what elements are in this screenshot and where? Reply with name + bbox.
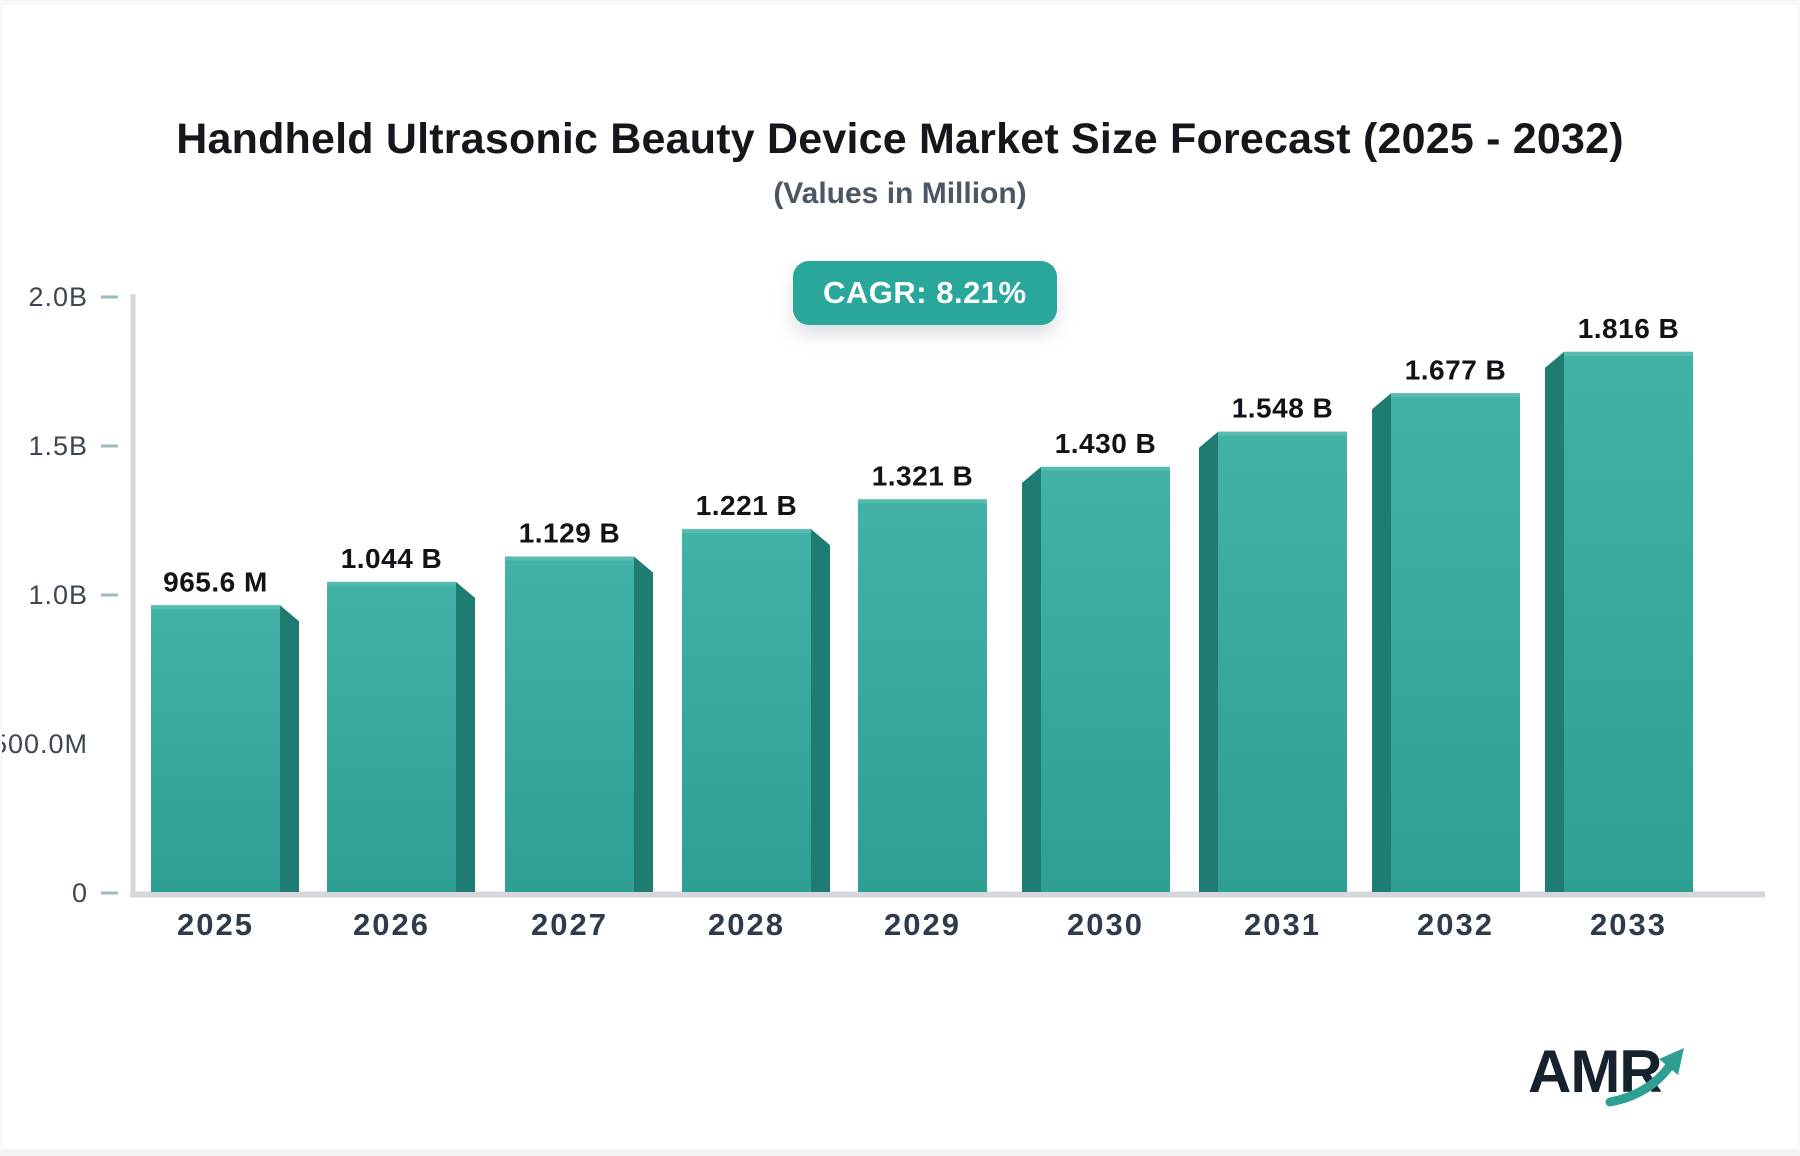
bar-side-face xyxy=(280,605,299,892)
bar-front-face xyxy=(1218,431,1347,892)
bar-value-label: 1.129 B xyxy=(519,518,621,549)
bar-value-label: 1.221 B xyxy=(696,490,798,521)
cagr-badge: CAGR: 8.21% xyxy=(793,261,1057,325)
bar-side-face xyxy=(1372,393,1391,892)
bar-side-face xyxy=(811,529,830,892)
bar-top-highlight xyxy=(1041,466,1170,471)
bar-top-highlight xyxy=(151,605,280,610)
x-axis-label: 2025 xyxy=(177,907,254,942)
x-axis-label: 2032 xyxy=(1417,907,1494,942)
amr-logo-graphic: AMR xyxy=(1528,1038,1684,1107)
bar-value-label: 1.548 B xyxy=(1232,393,1334,424)
bar-2033: 1.816 B 2033 xyxy=(1545,313,1693,942)
chart-subtitle: (Values in Million) xyxy=(773,177,1027,210)
bar-2028: 1.221 B 2028 xyxy=(682,490,830,942)
bar-2029: 1.321 B 2029 xyxy=(858,460,987,942)
y-axis-label: 500.0M xyxy=(2,729,88,759)
bar-side-face xyxy=(1199,431,1218,892)
bar-value-label: 1.321 B xyxy=(872,460,974,491)
bar-side-face xyxy=(1545,351,1564,892)
growth-arrow-icon xyxy=(1605,1062,1674,1107)
x-axis-label: 2031 xyxy=(1244,907,1321,942)
x-axis-label: 2030 xyxy=(1067,907,1144,942)
bar-top-highlight xyxy=(1391,393,1520,398)
bar-top-highlight xyxy=(505,556,634,561)
bar-2025: 965.6 M 2025 xyxy=(151,566,299,942)
x-axis-label: 2029 xyxy=(884,907,961,942)
chart-title: Handheld Ultrasonic Beauty Device Market… xyxy=(176,115,1624,163)
y-axis-label: 1.5B xyxy=(28,431,88,461)
bar-side-face xyxy=(634,556,653,892)
bar-value-label: 1.430 B xyxy=(1055,428,1157,459)
amr-logo: AMR xyxy=(1528,1035,1718,1109)
bar-side-face xyxy=(456,581,475,892)
bar-front-face xyxy=(682,529,811,892)
bar-front-face xyxy=(858,499,987,892)
bar-side-face xyxy=(1022,466,1041,892)
x-axis-label: 2033 xyxy=(1590,907,1667,942)
bar-value-label: 1.677 B xyxy=(1405,354,1507,385)
bar-front-face xyxy=(1391,393,1520,892)
bar-front-face xyxy=(327,581,456,892)
bar-top-highlight xyxy=(1564,351,1693,356)
bar-top-highlight xyxy=(327,581,456,586)
bar-front-face xyxy=(1041,466,1170,892)
bar-value-label: 1.816 B xyxy=(1578,313,1680,344)
bar-front-face xyxy=(1564,351,1693,892)
bar-top-highlight xyxy=(1218,431,1347,436)
y-axis-label: 0 xyxy=(72,878,88,908)
market-size-bar-chart: 0 500.0M 1.0B 1.5B 2.0B 965.6 M 2025 1.044 B 202… xyxy=(2,282,1765,942)
growth-arrow-head-icon xyxy=(1659,1048,1684,1075)
bar-front-face xyxy=(151,605,280,892)
bar-2026: 1.044 B 2026 xyxy=(327,543,475,942)
bar-2031: 1.548 B 2031 xyxy=(1199,393,1347,942)
bar-value-label: 1.044 B xyxy=(341,543,443,574)
y-axis-label: 1.0B xyxy=(28,580,88,610)
x-axis-label: 2027 xyxy=(531,907,608,942)
x-axis-label: 2026 xyxy=(353,907,430,942)
bar-2027: 1.129 B 2027 xyxy=(505,518,653,942)
bar-top-highlight xyxy=(858,499,987,504)
bar-front-face xyxy=(505,556,634,892)
bar-value-label: 965.6 M xyxy=(163,566,268,597)
bar-top-highlight xyxy=(682,529,811,534)
bar-2032: 1.677 B 2032 xyxy=(1372,354,1520,942)
y-axis-label: 2.0B xyxy=(28,282,88,312)
bar-2030: 1.430 B 2030 xyxy=(1022,428,1170,942)
x-axis-label: 2028 xyxy=(708,907,785,942)
